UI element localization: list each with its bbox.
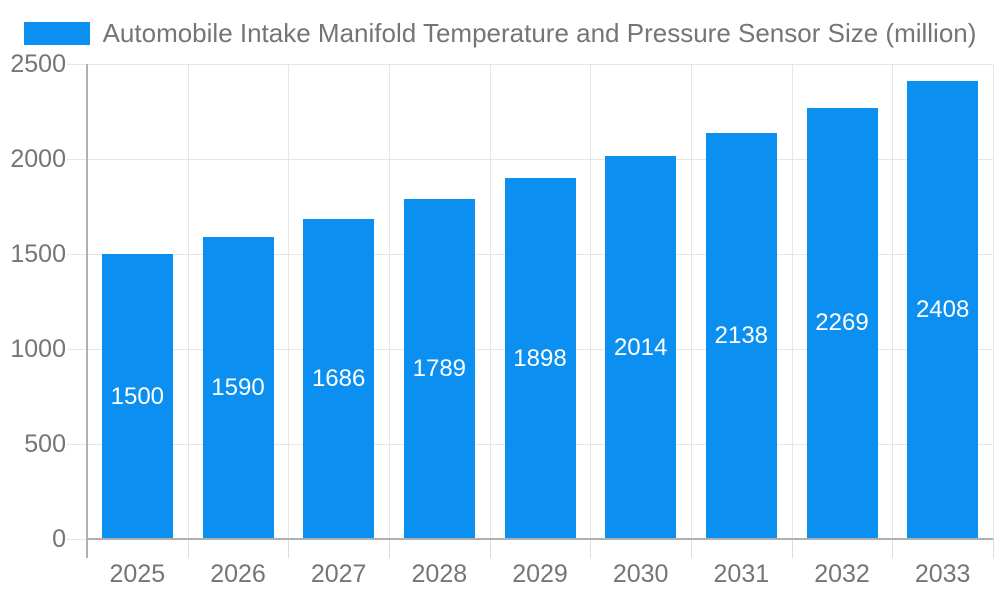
x-gridline <box>993 64 994 539</box>
bar-value-label: 1686 <box>311 364 366 392</box>
legend: Automobile Intake Manifold Temperature a… <box>0 14 1000 52</box>
x-tick <box>993 539 994 558</box>
x-tick <box>892 539 894 558</box>
x-gridline <box>187 64 189 539</box>
x-axis-line <box>87 538 993 540</box>
bar <box>806 107 878 539</box>
bar-value-label: 1898 <box>513 344 567 372</box>
chart-title: Automobile Intake Manifold Temperature a… <box>102 17 977 48</box>
x-tick <box>489 539 491 558</box>
bar <box>705 132 777 539</box>
y-tick <box>67 539 87 540</box>
x-tick <box>791 539 793 558</box>
bar <box>605 156 677 539</box>
x-tick <box>288 539 290 558</box>
x-axis-label: 2029 <box>512 560 568 588</box>
y-axis-line <box>86 64 88 558</box>
x-tick <box>590 539 592 558</box>
y-axis-label: 2000 <box>10 145 66 173</box>
x-gridline <box>489 64 491 539</box>
x-tick <box>187 539 189 558</box>
x-gridline <box>288 64 290 539</box>
bar-value-label: 1590 <box>211 373 265 401</box>
y-gridline <box>67 159 993 160</box>
bar-value-label: 1789 <box>412 355 467 383</box>
x-gridline <box>691 64 692 539</box>
y-axis-label: 500 <box>24 430 66 458</box>
bar-value-label: 2014 <box>613 333 668 361</box>
bar <box>202 236 274 539</box>
x-tick <box>389 539 390 558</box>
bar <box>907 81 979 539</box>
x-axis-label: 2027 <box>310 560 367 588</box>
x-axis-label: 2030 <box>612 560 669 588</box>
x-gridline <box>590 64 592 539</box>
bar-value-label: 2138 <box>714 321 769 349</box>
x-gridline <box>892 64 894 539</box>
x-tick <box>691 539 692 558</box>
x-axis-label: 2032 <box>814 560 870 588</box>
y-axis-label: 2500 <box>10 50 66 78</box>
y-axis-label: 0 <box>52 525 66 553</box>
x-axis-label: 2028 <box>411 560 468 588</box>
x-gridline <box>791 64 793 539</box>
bar <box>101 254 173 539</box>
bar-value-label: 2408 <box>915 296 970 324</box>
y-gridline <box>67 64 993 65</box>
x-axis-label: 2033 <box>914 560 971 588</box>
y-axis-label: 1000 <box>10 335 66 363</box>
bar <box>303 218 375 539</box>
x-gridline <box>389 64 390 539</box>
x-axis-label: 2026 <box>210 560 266 588</box>
x-axis-label: 2025 <box>109 560 166 588</box>
bar <box>403 199 475 539</box>
bar-value-label: 1500 <box>110 382 165 410</box>
legend-swatch <box>23 21 90 45</box>
x-axis-label: 2031 <box>713 560 770 588</box>
y-axis-label: 1500 <box>10 240 66 268</box>
bar <box>504 178 576 539</box>
bar-value-label: 2269 <box>815 309 869 337</box>
